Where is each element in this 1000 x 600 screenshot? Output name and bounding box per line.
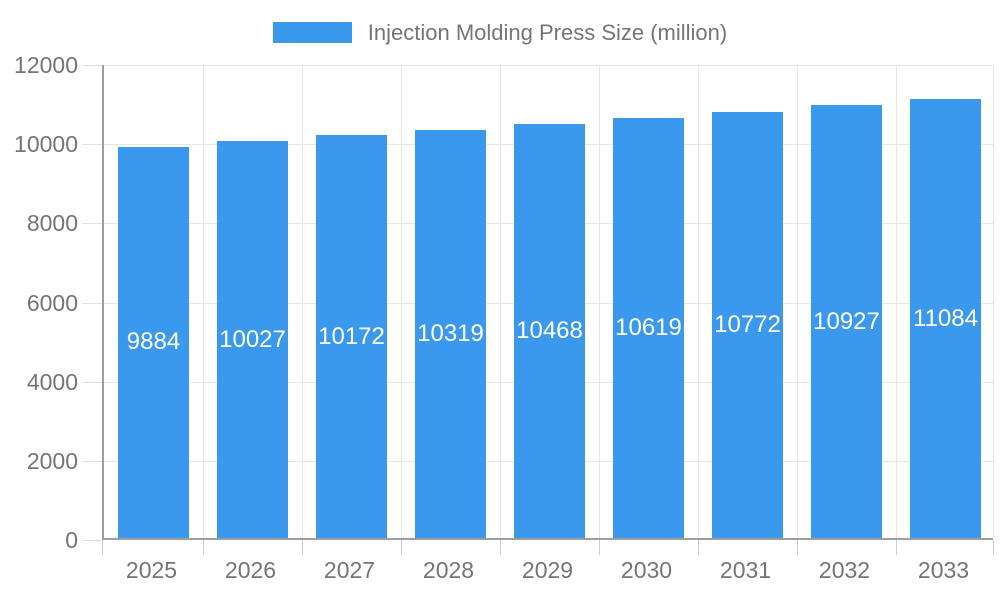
bar-value-label: 10319 — [417, 319, 484, 347]
gridline — [896, 65, 897, 538]
bar-2031[interactable]: 10772 — [712, 111, 783, 538]
bar-value-label: 10172 — [318, 322, 385, 350]
y-axis-tick-label: 2000 — [26, 447, 78, 474]
y-axis-tick — [82, 144, 102, 146]
y-axis-tick-label: 6000 — [26, 289, 78, 316]
y-axis-tick — [82, 302, 102, 304]
x-axis-tick-label: 2033 — [917, 557, 970, 583]
x-axis-tick — [102, 540, 103, 555]
gridline — [797, 65, 798, 538]
y-axis-tick — [82, 540, 102, 541]
x-axis-tick — [993, 540, 994, 555]
bar-2025[interactable]: 9884 — [118, 146, 189, 538]
gridline — [401, 65, 402, 538]
legend-swatch — [272, 22, 352, 43]
bar-value-label: 10772 — [714, 310, 781, 338]
y-axis-tick — [82, 223, 102, 225]
y-axis-tick-label: 4000 — [26, 368, 78, 395]
bar-2030[interactable]: 10619 — [613, 117, 684, 538]
x-axis-tick-label: 2032 — [818, 557, 871, 583]
x-axis-tick — [599, 540, 600, 555]
bar-value-label: 10619 — [615, 313, 682, 341]
bar-value-label: 11084 — [913, 304, 978, 332]
x-axis-tick — [500, 540, 501, 555]
gridline — [302, 65, 303, 538]
bar-2028[interactable]: 10319 — [415, 129, 486, 538]
x-axis-tick-label: 2025 — [125, 557, 178, 583]
gridline — [203, 65, 204, 538]
gridline — [698, 65, 699, 538]
bar-2033[interactable]: 11084 — [910, 99, 981, 538]
bar-2032[interactable]: 10927 — [811, 105, 882, 538]
x-axis-tick-label: 2026 — [224, 557, 277, 583]
x-axis-tick — [203, 540, 204, 555]
bar-2027[interactable]: 10172 — [316, 135, 387, 538]
bar-value-label: 9884 — [126, 328, 181, 356]
x-axis-tick — [302, 540, 303, 555]
x-axis-tick-label: 2027 — [323, 557, 376, 583]
bar-2026[interactable]: 10027 — [217, 141, 288, 538]
gridline — [500, 65, 501, 538]
y-axis-tick-label: 10000 — [14, 131, 78, 158]
x-axis-tick-label: 2031 — [719, 557, 772, 583]
bar-value-label: 10027 — [219, 325, 286, 353]
y-axis-tick — [82, 381, 102, 383]
plot-area: 9884 10027 10172 10319 10468 10619 10772 10927 1… — [82, 65, 994, 555]
bar-value-label: 10927 — [813, 307, 880, 335]
y-axis-tick-label: 0 — [65, 527, 78, 553]
y-axis-tick — [82, 460, 102, 462]
x-axis-tick — [896, 540, 897, 555]
gridline — [104, 65, 993, 66]
gridline — [599, 65, 600, 538]
y-axis-tick-label: 12000 — [14, 52, 78, 78]
x-axis-tick-label: 2029 — [521, 557, 574, 583]
bar-value-label: 10468 — [516, 316, 583, 344]
x-axis-tick-label: 2030 — [620, 557, 673, 583]
x-axis-tick — [797, 540, 798, 555]
y-axis-tick-label: 8000 — [26, 210, 78, 237]
legend: Injection Molding Press Size (million) — [0, 21, 1000, 44]
x-axis-tick — [698, 540, 699, 555]
gridline — [993, 65, 994, 538]
bar-2029[interactable]: 10468 — [514, 123, 585, 538]
x-axis-tick-label: 2028 — [422, 557, 475, 583]
legend-label: Injection Molding Press Size (million) — [367, 20, 728, 45]
x-axis-tick — [401, 540, 402, 555]
y-axis-tick — [82, 65, 102, 66]
